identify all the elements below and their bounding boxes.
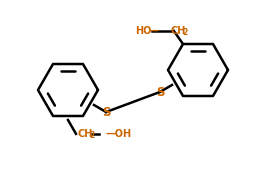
Text: —OH: —OH (106, 129, 132, 139)
Text: —: — (149, 26, 158, 36)
Text: HO: HO (135, 26, 151, 36)
Text: S: S (102, 106, 110, 119)
Text: 2: 2 (183, 28, 188, 37)
Text: CH: CH (171, 26, 186, 36)
Text: 2: 2 (89, 131, 94, 140)
Text: S: S (156, 85, 164, 98)
Text: CH: CH (77, 129, 92, 139)
